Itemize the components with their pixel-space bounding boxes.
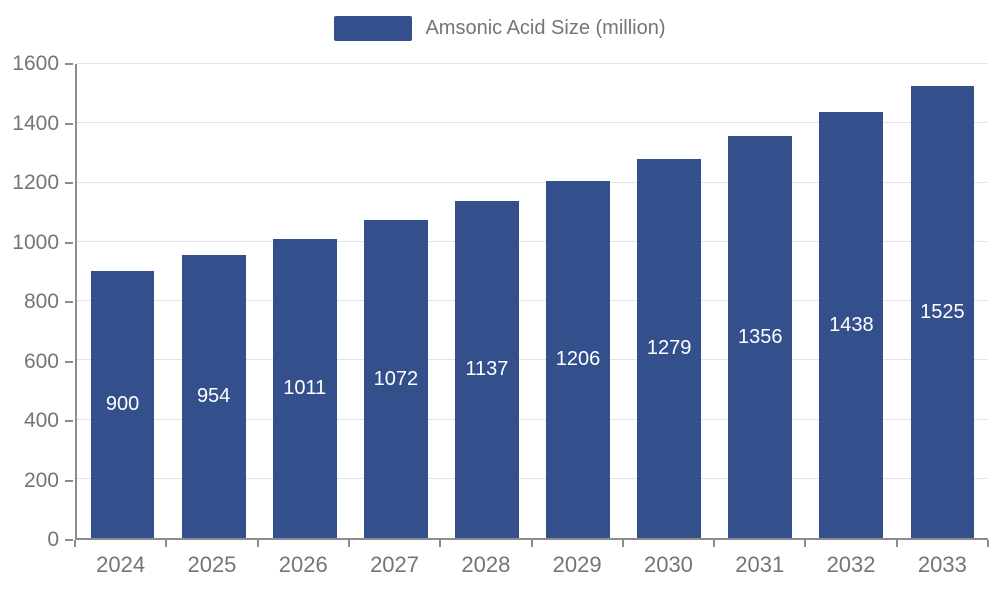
bar-value-label: 1525 — [920, 300, 965, 323]
bar-slot: 1011 — [259, 64, 350, 538]
x-tick-label: 2031 — [735, 552, 785, 577]
y-tick-mark — [65, 539, 73, 541]
x-tick-mark — [74, 540, 76, 547]
y-tick-mark — [65, 479, 73, 482]
bar-2032: 1438 — [819, 112, 884, 538]
bar-value-label: 900 — [105, 393, 140, 416]
x-tick-mark — [256, 540, 259, 547]
gridline — [77, 359, 988, 361]
bar-slot: 1206 — [533, 64, 624, 538]
bar-2027: 1072 — [363, 220, 428, 538]
bar-slot: 1356 — [715, 64, 806, 538]
x-tick-label: 2030 — [643, 552, 693, 577]
y-tick-label: 1200 — [12, 171, 59, 194]
bar-slot: 1137 — [441, 64, 532, 538]
y-tick-mark — [65, 241, 73, 244]
bar-value-label: 954 — [196, 385, 231, 408]
bar-2024: 900 — [90, 271, 155, 538]
gridline — [77, 63, 988, 64]
y-tick-label: 1000 — [12, 230, 59, 254]
y-tick-mark — [65, 63, 73, 65]
bar-2026: 1011 — [272, 238, 337, 538]
y-tick-mark — [65, 360, 73, 363]
bar-slot: 1438 — [806, 64, 897, 538]
x-tick-label: 2028 — [461, 552, 511, 577]
legend-swatch — [334, 16, 413, 41]
x-tick-mark — [165, 540, 168, 547]
bar-2025: 954 — [181, 255, 246, 538]
y-tick-mark — [65, 122, 73, 125]
x-tick-label: 2024 — [96, 552, 146, 577]
y-tick-label: 0 — [47, 528, 59, 551]
bar-2031: 1356 — [728, 136, 793, 538]
x-tick-label: 2029 — [552, 552, 602, 577]
y-axis: 0 200 400 600 800 1000 1200 1400 1600 — [0, 53, 75, 551]
bar-slot: 1525 — [897, 64, 988, 538]
y-tick-mark — [65, 182, 73, 184]
x-tick-label: 2027 — [370, 552, 420, 577]
bar-slot: 1279 — [624, 64, 715, 538]
x-tick-mark — [439, 540, 442, 547]
bar-2028: 1137 — [455, 201, 519, 538]
bar-slot: 900 — [77, 64, 168, 538]
x-tick-mark — [713, 540, 716, 547]
y-tick-label: 400 — [23, 409, 59, 432]
bar-value-label: 1356 — [737, 325, 783, 348]
x-tick-label: 2025 — [187, 552, 237, 577]
bar-value-label: 1438 — [829, 313, 874, 336]
x-tick-mark — [987, 540, 989, 547]
bar-slot: 954 — [168, 64, 259, 538]
y-tick-mark — [65, 420, 73, 422]
bar-value-label: 1011 — [283, 376, 327, 399]
gridline — [77, 418, 988, 420]
x-tick-label: 2033 — [917, 552, 967, 577]
y-tick-label: 1400 — [12, 111, 59, 135]
x-tick-mark — [621, 540, 624, 547]
bar-2030: 1279 — [637, 159, 702, 538]
y-tick-label: 1600 — [12, 52, 59, 75]
x-tick-label: 2026 — [278, 552, 328, 577]
bar-2029: 1206 — [546, 180, 610, 538]
y-tick-label: 200 — [23, 468, 59, 492]
plot-area: 900 954 1011 1072 1137 1206 1279 1356 1438 1525 — [75, 63, 988, 540]
gridline — [77, 181, 988, 183]
x-tick-mark — [347, 540, 350, 547]
bar-value-label: 1279 — [646, 337, 692, 360]
gridline — [77, 300, 988, 301]
legend-label: Amsonic Acid Size (million) — [425, 17, 666, 39]
y-tick-label: 600 — [23, 349, 59, 373]
x-tick-label: 2032 — [826, 552, 876, 577]
bar-value-label: 1137 — [465, 358, 509, 381]
bar-value-label: 1072 — [373, 367, 419, 390]
x-tick-mark — [530, 540, 533, 547]
x-tick-mark — [804, 540, 807, 547]
x-axis: 2024 2025 2026 2027 2028 2029 2030 2031 2032 2033 — [74, 540, 989, 590]
bar-value-label: 1206 — [555, 347, 601, 370]
legend[interactable]: Amsonic Acid Size (million) — [0, 16, 1000, 41]
bar-2033: 1525 — [910, 86, 975, 538]
x-tick-mark — [895, 540, 898, 547]
y-tick-mark — [65, 301, 73, 303]
gridline — [77, 240, 988, 242]
bar-slot: 1072 — [350, 64, 441, 538]
gridline — [77, 122, 988, 124]
gridline — [77, 477, 988, 479]
y-tick-label: 800 — [23, 290, 59, 313]
